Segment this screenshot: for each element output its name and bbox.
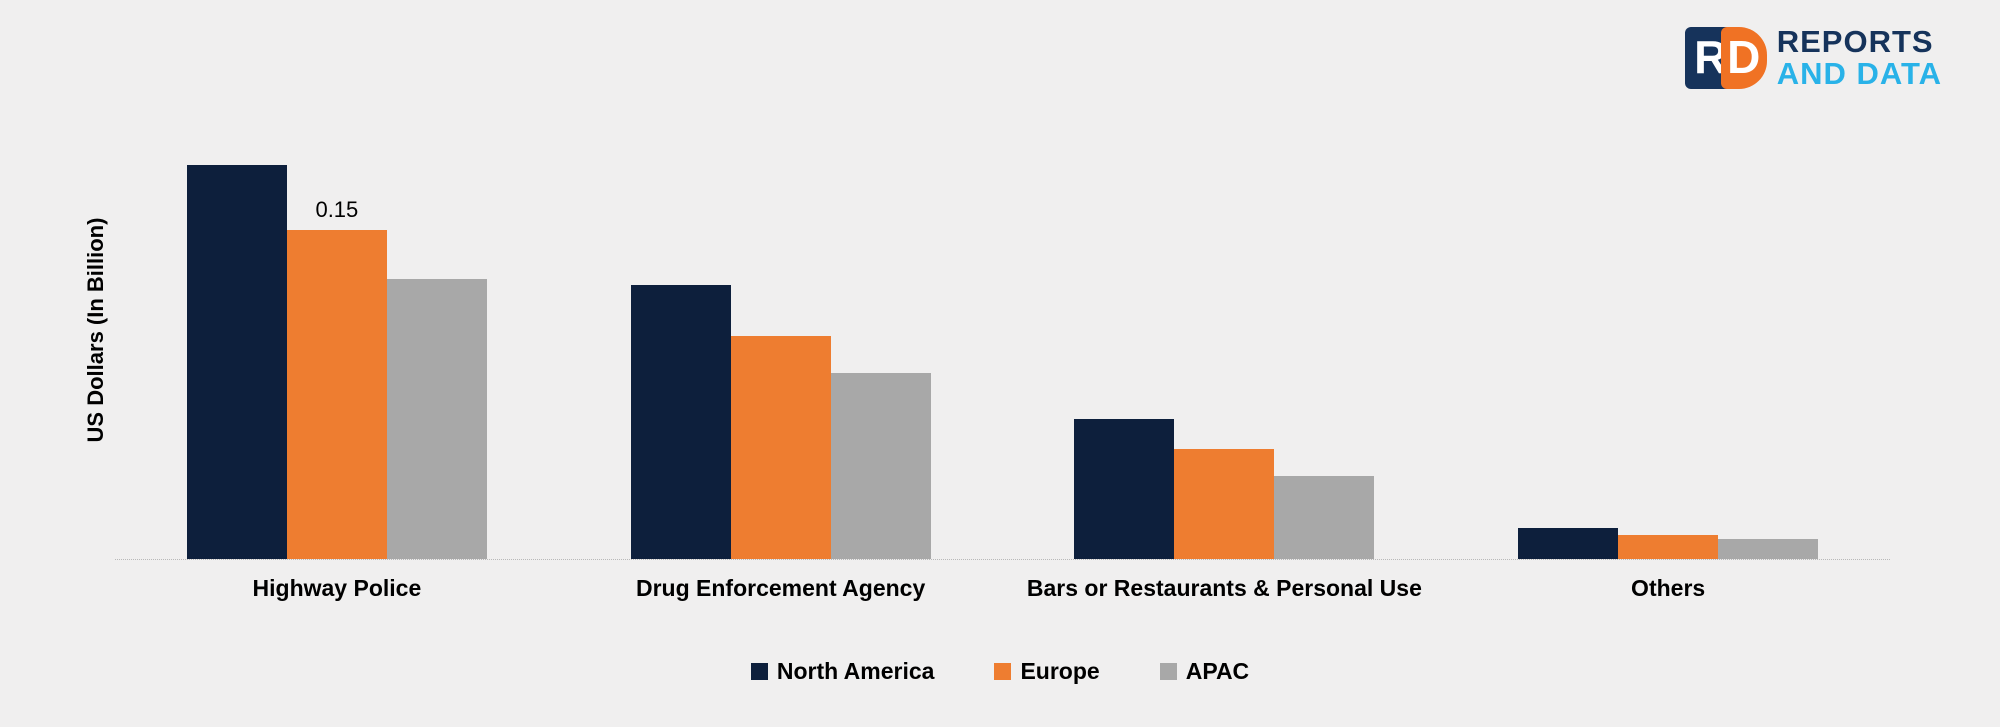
legend-label: APAC bbox=[1185, 658, 1250, 684]
bar-north-america-1 bbox=[187, 165, 287, 559]
logo-letter-d: D bbox=[1720, 26, 1767, 89]
bar-north-america-2 bbox=[631, 285, 731, 559]
bar-apac-4 bbox=[1718, 539, 1818, 559]
legend-swatch-icon bbox=[750, 663, 768, 680]
legend-label: Europe bbox=[1020, 658, 1100, 684]
bar-north-america-3 bbox=[1074, 419, 1174, 559]
logo-text-line1: REPORTS bbox=[1776, 24, 1934, 59]
bar-apac-2 bbox=[831, 373, 931, 559]
category-label: Bars or Restaurants & Personal Use bbox=[1026, 575, 1422, 601]
category-label: Others bbox=[1631, 575, 1706, 601]
reports-and-data-logo: R D REPORTS AND DATA bbox=[1684, 26, 1942, 89]
legend-label: North America bbox=[776, 658, 935, 684]
logo-text-line2: AND DATA bbox=[1776, 55, 1942, 91]
category-label: Drug Enforcement Agency bbox=[635, 575, 926, 601]
legend-swatch-icon bbox=[1159, 663, 1177, 680]
bar-europe-3 bbox=[1174, 449, 1274, 559]
bar-apac-3 bbox=[1274, 476, 1374, 559]
logo-text: REPORTS AND DATA bbox=[1777, 26, 1942, 89]
category-label: Highway Police bbox=[252, 575, 422, 601]
chart-legend: North America Europe APAC bbox=[0, 658, 2000, 685]
logo-mark-icon: R D bbox=[1684, 26, 1767, 89]
bar-value-label: 0.15 bbox=[315, 197, 359, 222]
legend-item-apac: APAC bbox=[1159, 658, 1250, 685]
bar-europe-4 bbox=[1618, 535, 1718, 559]
x-axis-line bbox=[115, 559, 1890, 560]
legend-item-north-america: North America bbox=[750, 658, 935, 685]
bar-apac-1 bbox=[387, 279, 487, 559]
legend-item-europe: Europe bbox=[994, 658, 1100, 685]
bar-europe-1 bbox=[287, 230, 387, 559]
legend-swatch-icon bbox=[994, 663, 1012, 680]
bar-north-america-4 bbox=[1518, 528, 1618, 559]
bar-europe-2 bbox=[731, 336, 831, 559]
